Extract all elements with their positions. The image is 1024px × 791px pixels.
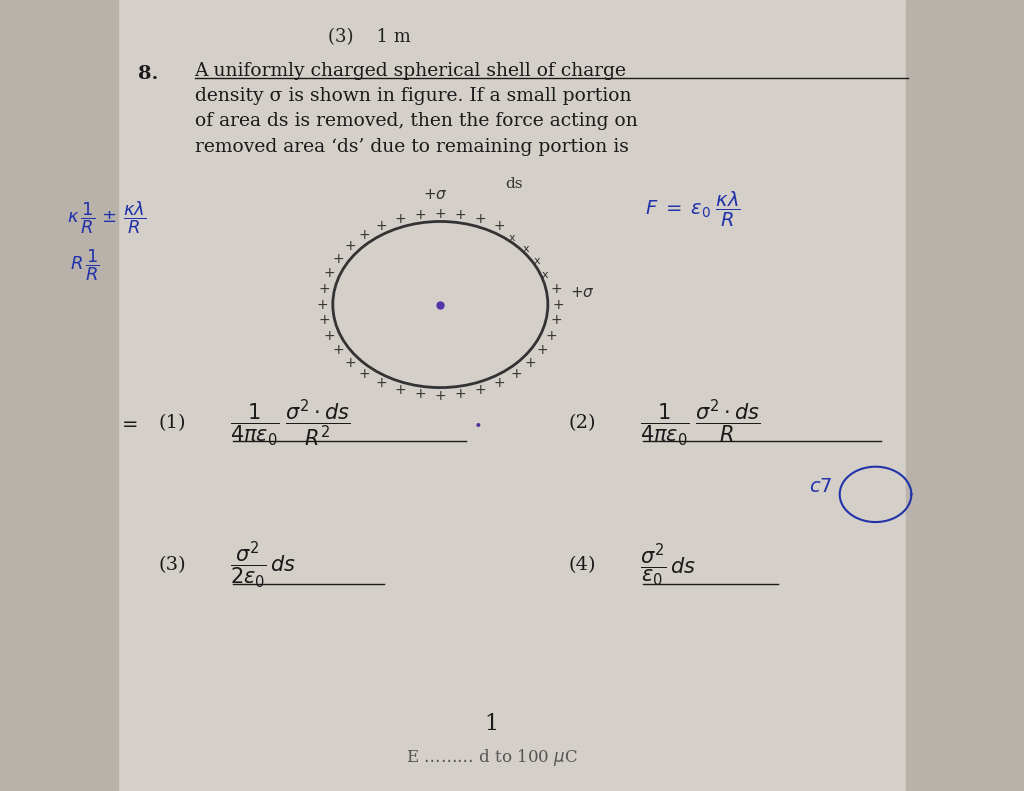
Text: +: + [316,297,329,312]
Text: x: x [522,244,529,254]
Text: x: x [534,256,541,267]
Text: +: + [510,367,522,381]
Text: +: + [318,282,330,296]
Text: $=$: $=$ [118,414,138,432]
Text: (4): (4) [568,557,596,574]
Text: E $\ldots\ldots\ldots$ d to 100 $\mu$C: E $\ldots\ldots\ldots$ d to 100 $\mu$C [406,747,578,768]
Text: +: + [551,313,562,327]
Text: +: + [333,252,344,266]
Text: $+\sigma$: $+\sigma$ [423,187,447,202]
Text: +: + [344,356,356,370]
Text: density σ is shown in figure. If a small portion: density σ is shown in figure. If a small… [195,87,631,105]
Text: +: + [494,377,505,390]
Text: +: + [434,206,446,221]
Text: +: + [545,328,557,343]
Text: +: + [475,383,486,397]
Text: removed area ‘ds’ due to remaining portion is: removed area ‘ds’ due to remaining porti… [195,138,629,156]
Text: x: x [542,270,549,280]
Bar [0,0,118,791]
Text: (1): (1) [159,414,186,432]
Text: $+\sigma$: $+\sigma$ [570,286,595,300]
Text: $\dfrac{1}{4\pi\varepsilon_0}\;\dfrac{\sigma^2 \cdot ds}{R^2}$: $\dfrac{1}{4\pi\varepsilon_0}\;\dfrac{\s… [230,398,350,448]
Text: ds: ds [505,177,523,191]
Text: (2): (2) [568,414,596,432]
Text: +: + [414,208,426,222]
Text: +: + [324,267,336,281]
Text: 1: 1 [484,713,499,735]
Text: +: + [333,343,344,357]
Text: +: + [318,313,330,327]
Text: +: + [376,377,387,390]
Text: +: + [552,297,564,312]
Text: +: + [358,367,371,381]
Text: (3)    1 m: (3) 1 m [328,28,411,46]
Text: A uniformly charged spherical shell of charge: A uniformly charged spherical shell of c… [195,62,627,80]
Text: $\dfrac{\sigma^2}{\varepsilon_0}\,ds$: $\dfrac{\sigma^2}{\varepsilon_0}\,ds$ [640,542,695,589]
Text: +: + [394,212,406,226]
Text: $\dfrac{\sigma^2}{2\varepsilon_0}\,ds$: $\dfrac{\sigma^2}{2\varepsilon_0}\,ds$ [230,540,297,591]
Text: +: + [551,282,562,296]
Text: $\mathit{c7}$: $\mathit{c7}$ [809,477,833,496]
Text: +: + [376,219,387,233]
Text: $\kappa\,\dfrac{1}{R}\,\pm\,\dfrac{\kappa\lambda}{R}$: $\kappa\,\dfrac{1}{R}\,\pm\,\dfrac{\kapp… [67,199,146,236]
Text: +: + [414,387,426,401]
Text: +: + [524,356,537,370]
Bar [906,0,1024,791]
Text: of area ds is removed, then the force acting on: of area ds is removed, then the force ac… [195,112,637,131]
Text: +: + [475,212,486,226]
Text: $\dfrac{1}{4\pi\varepsilon_0}\;\dfrac{\sigma^2 \cdot ds}{R}$: $\dfrac{1}{4\pi\varepsilon_0}\;\dfrac{\s… [640,398,760,448]
Text: $F\;=\;\varepsilon_0\;\dfrac{\kappa\lambda}{R}$: $F\;=\;\varepsilon_0\;\dfrac{\kappa\lamb… [645,190,741,229]
Text: $\bullet$: $\bullet$ [473,416,481,430]
Text: (3): (3) [159,557,186,574]
Text: +: + [455,208,467,222]
Text: +: + [434,388,446,403]
Text: +: + [455,387,467,401]
Text: $R\,\dfrac{1}{R}$: $R\,\dfrac{1}{R}$ [70,247,99,283]
Text: x: x [509,233,515,244]
Text: +: + [394,383,406,397]
Text: +: + [537,343,548,357]
Text: 8.: 8. [138,65,159,83]
Text: +: + [358,228,371,242]
Text: +: + [324,328,336,343]
Text: +: + [344,239,356,253]
Text: +: + [494,219,505,233]
